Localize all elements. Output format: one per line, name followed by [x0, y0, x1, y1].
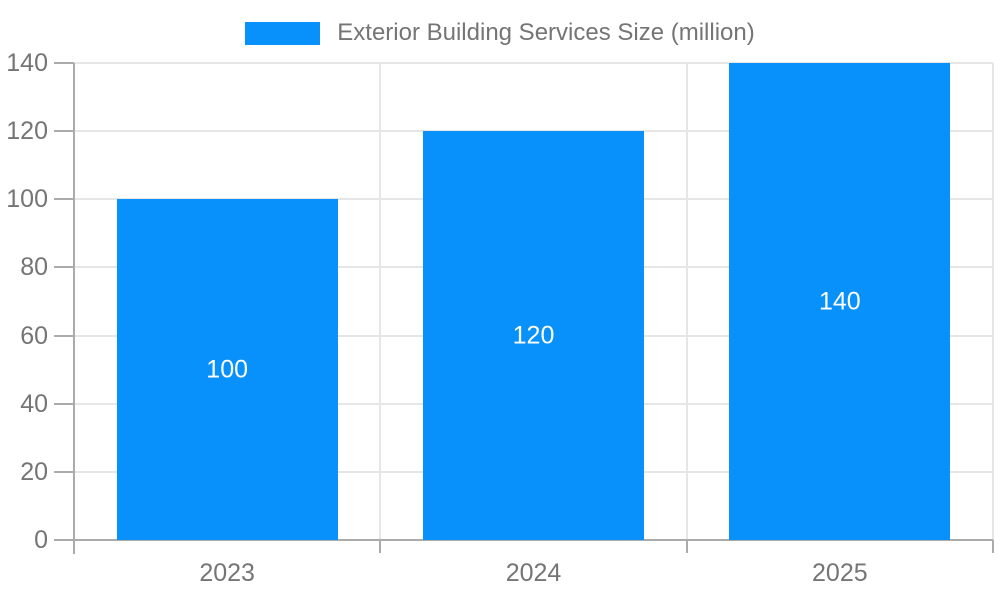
- legend: Exterior Building Services Size (million…: [0, 19, 1000, 47]
- y-axis-label: 80: [20, 253, 48, 282]
- y-axis-tick: [54, 266, 74, 269]
- gridline-horizontal: [74, 62, 993, 64]
- bar[interactable]: [423, 131, 644, 540]
- y-axis-tick: [54, 402, 74, 405]
- bar-value-label: 140: [818, 287, 861, 315]
- legend-swatch[interactable]: [245, 21, 321, 45]
- x-axis-tick: [685, 540, 688, 553]
- x-axis-label: 2025: [812, 559, 868, 587]
- legend-label: Exterior Building Services Size (million…: [337, 19, 755, 46]
- y-axis-line: [73, 63, 75, 554]
- bar[interactable]: [117, 199, 338, 540]
- gridline-vertical: [379, 63, 382, 540]
- x-axis-label: 2024: [505, 559, 562, 587]
- y-axis-tick: [54, 470, 74, 473]
- y-axis-label: 0: [34, 526, 48, 554]
- y-axis-label: 120: [6, 117, 48, 146]
- gridline-vertical: [992, 63, 994, 540]
- bar-value-label: 100: [206, 355, 249, 384]
- y-axis-label: 140: [6, 49, 48, 77]
- y-axis-tick: [54, 334, 74, 337]
- y-axis-tick: [54, 198, 74, 201]
- bar[interactable]: [729, 63, 950, 540]
- gridline-vertical: [685, 63, 688, 540]
- x-axis-tick: [992, 540, 994, 553]
- y-axis-tick: [54, 130, 74, 133]
- x-axis-label: 2023: [199, 559, 255, 587]
- y-axis-label: 40: [20, 389, 48, 418]
- x-axis-tick: [379, 540, 382, 553]
- x-axis-line: [54, 539, 993, 541]
- y-axis-label: 20: [20, 457, 48, 486]
- y-axis-tick: [54, 62, 74, 64]
- y-axis-label: 60: [20, 321, 48, 350]
- bar-value-label: 120: [512, 321, 555, 350]
- y-axis-label: 100: [6, 185, 48, 214]
